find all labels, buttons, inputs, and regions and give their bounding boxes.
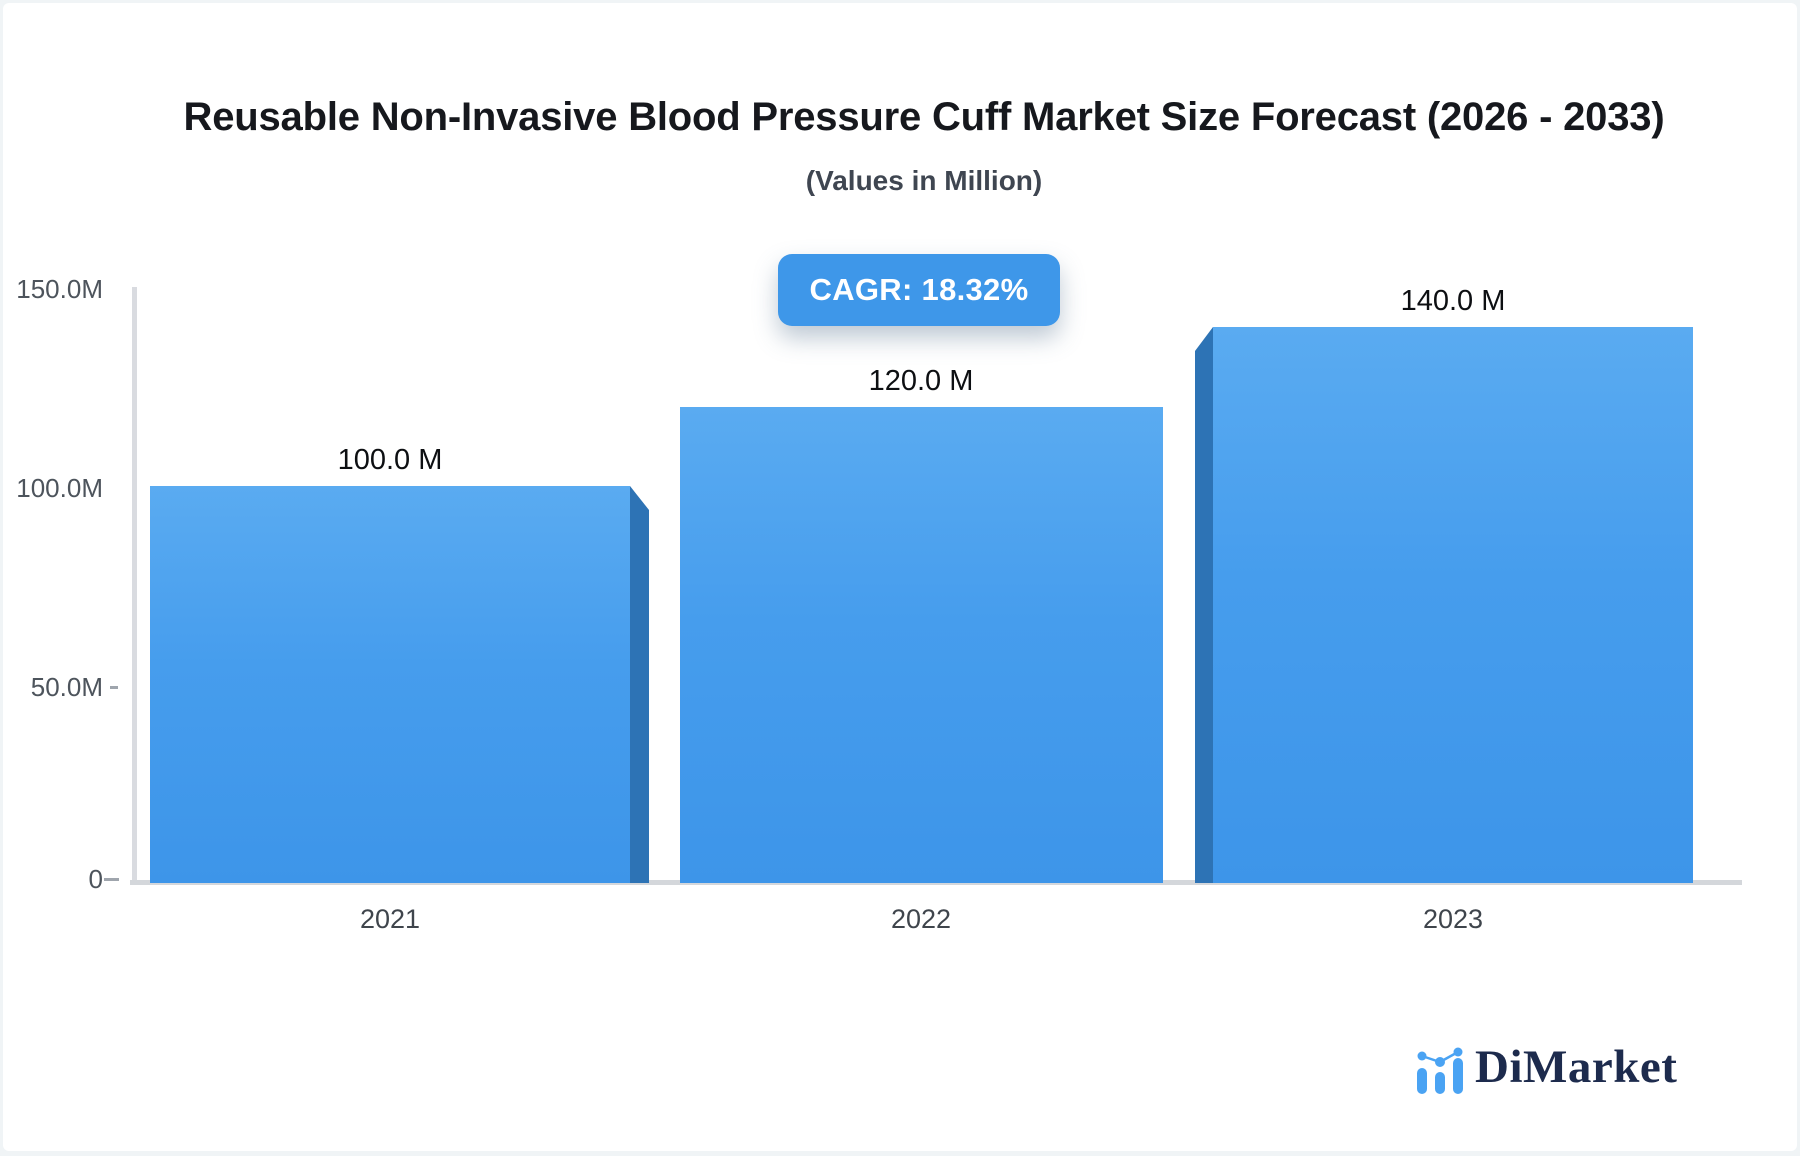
dimarket-logo: DiMarket: [1415, 1036, 1677, 1094]
cagr-badge: CAGR: 18.32%: [778, 254, 1060, 326]
bar-2023: [1195, 327, 1693, 883]
value-label-2021: 100.0 M: [337, 444, 443, 476]
bar-2021: [150, 486, 649, 883]
y-tick-mark-50: [110, 686, 118, 689]
y-tick-label-150: 150.0M: [16, 274, 103, 304]
y-tick-label-50: 50.0M: [30, 672, 103, 702]
y-axis-line: [132, 287, 137, 885]
x-tick-label-2023: 2023: [1422, 904, 1484, 934]
bar-2023-bevel: [1195, 327, 1213, 883]
value-label-2022: 120.0 M: [868, 365, 974, 397]
chart-title: Reusable Non-Invasive Blood Pressure Cuf…: [183, 95, 1665, 139]
bar-2021-bevel: [630, 486, 649, 883]
x-tick-label-2022: 2022: [890, 904, 952, 934]
y-tick-mark-0: [104, 878, 119, 881]
cagr-badge-label: CAGR: 18.32%: [809, 272, 1029, 307]
mini-bar-chart-icon: [1417, 1047, 1463, 1094]
bar-2021-face: [150, 486, 630, 883]
y-tick-label-0: 0: [88, 864, 103, 894]
bar-2022-face: [680, 407, 1163, 883]
value-label-2023: 140.0 M: [1400, 285, 1506, 317]
chart-subtitle: (Values in Million): [805, 165, 1043, 196]
bar-2022: [680, 407, 1163, 883]
bar-2023-face: [1213, 327, 1693, 883]
chart-card: Reusable Non-Invasive Blood Pressure Cuf…: [3, 3, 1797, 1151]
logo-text: DiMarket: [1475, 1041, 1678, 1093]
y-tick-label-100: 100.0M: [16, 473, 103, 503]
x-tick-label-2021: 2021: [359, 904, 421, 934]
